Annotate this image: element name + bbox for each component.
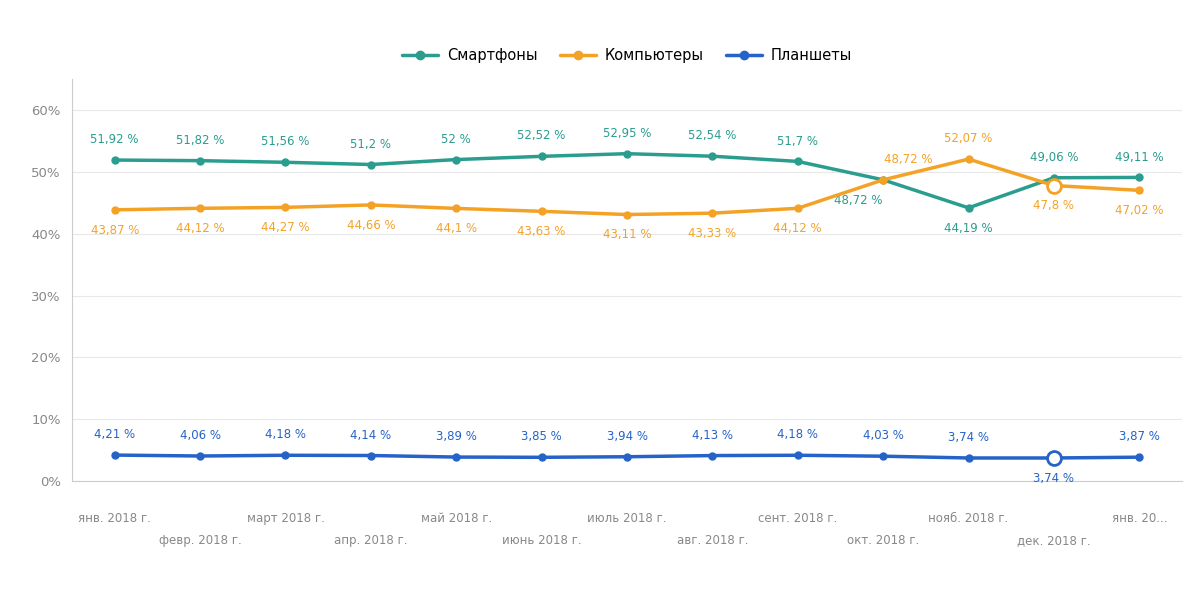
Text: 43,11 %: 43,11 % xyxy=(602,228,652,241)
Компьютеры xyxy=(278,203,293,211)
Text: 3,87 %: 3,87 % xyxy=(1118,431,1159,443)
Смартфоны xyxy=(278,158,293,166)
Планшеты xyxy=(449,454,463,461)
Планшеты xyxy=(961,454,976,462)
Смартфоны xyxy=(961,204,976,211)
Text: дек. 2018 г.: дек. 2018 г. xyxy=(1018,534,1091,547)
Text: янв. 2018 г.: янв. 2018 г. xyxy=(78,512,151,525)
Text: 51,2 %: 51,2 % xyxy=(350,138,391,150)
Text: 51,7 %: 51,7 % xyxy=(778,135,818,147)
Планшеты xyxy=(1046,454,1061,462)
Text: 43,33 %: 43,33 % xyxy=(689,227,737,240)
Text: 3,74 %: 3,74 % xyxy=(1033,472,1074,485)
Компьютеры xyxy=(876,176,890,183)
Text: авг. 2018 г.: авг. 2018 г. xyxy=(677,534,748,547)
Text: 44,27 %: 44,27 % xyxy=(262,221,310,234)
Text: 49,06 %: 49,06 % xyxy=(1030,151,1078,164)
Компьютеры xyxy=(791,205,805,212)
Text: 52,07 %: 52,07 % xyxy=(944,132,992,145)
Text: янв. 20...: янв. 20... xyxy=(1111,512,1168,525)
Text: 4,06 %: 4,06 % xyxy=(180,429,221,442)
Text: июль 2018 г.: июль 2018 г. xyxy=(587,512,667,525)
Компьютеры xyxy=(1132,187,1146,194)
Компьютеры xyxy=(364,202,378,209)
Text: 44,66 %: 44,66 % xyxy=(347,219,395,232)
Text: 52,52 %: 52,52 % xyxy=(517,130,566,143)
Text: 51,82 %: 51,82 % xyxy=(176,134,224,147)
Text: 48,72 %: 48,72 % xyxy=(884,153,932,166)
Text: 44,12 %: 44,12 % xyxy=(175,222,224,235)
Планшеты xyxy=(1132,454,1146,461)
Text: 44,19 %: 44,19 % xyxy=(944,222,992,234)
Text: 3,89 %: 3,89 % xyxy=(436,430,476,443)
Планшеты xyxy=(278,452,293,459)
Text: 3,94 %: 3,94 % xyxy=(606,430,648,443)
Компьютеры xyxy=(706,209,720,217)
Компьютеры xyxy=(449,205,463,212)
Line: Компьютеры: Компьютеры xyxy=(112,156,1142,218)
Text: нояб. 2018 г.: нояб. 2018 г. xyxy=(929,512,1009,525)
Планшеты xyxy=(706,452,720,459)
Смартфоны xyxy=(534,153,548,160)
Text: 4,13 %: 4,13 % xyxy=(692,429,733,442)
Text: сент. 2018 г.: сент. 2018 г. xyxy=(758,512,838,525)
Line: Планшеты: Планшеты xyxy=(112,452,1142,462)
Компьютеры xyxy=(961,155,976,163)
Планшеты xyxy=(364,452,378,459)
Планшеты xyxy=(876,452,890,460)
Text: 43,87 %: 43,87 % xyxy=(90,224,139,237)
Text: июнь 2018 г.: июнь 2018 г. xyxy=(502,534,582,547)
Text: 44,1 %: 44,1 % xyxy=(436,222,476,235)
Компьютеры xyxy=(534,208,548,215)
Смартфоны xyxy=(1132,174,1146,181)
Планшеты xyxy=(620,453,635,460)
Компьютеры xyxy=(620,211,635,218)
Смартфоны xyxy=(364,161,378,168)
Компьютеры xyxy=(1046,182,1061,189)
Смартфоны xyxy=(791,158,805,165)
Text: апр. 2018 г.: апр. 2018 г. xyxy=(334,534,408,547)
Планшеты xyxy=(791,452,805,459)
Text: 52,54 %: 52,54 % xyxy=(688,129,737,143)
Text: 3,74 %: 3,74 % xyxy=(948,431,989,444)
Text: 48,72 %: 48,72 % xyxy=(834,194,882,206)
Text: 4,18 %: 4,18 % xyxy=(265,428,306,442)
Планшеты xyxy=(534,454,548,461)
Text: 4,18 %: 4,18 % xyxy=(778,428,818,442)
Смартфоны xyxy=(706,153,720,160)
Text: 4,21 %: 4,21 % xyxy=(94,428,136,441)
Смартфоны xyxy=(108,157,122,164)
Планшеты xyxy=(193,452,208,460)
Text: 4,14 %: 4,14 % xyxy=(350,429,391,442)
Компьютеры xyxy=(108,206,122,214)
Text: 44,12 %: 44,12 % xyxy=(774,222,822,235)
Text: февр. 2018 г.: февр. 2018 г. xyxy=(158,534,241,547)
Text: 43,63 %: 43,63 % xyxy=(517,225,566,238)
Text: март 2018 г.: март 2018 г. xyxy=(246,512,324,525)
Line: Смартфоны: Смартфоны xyxy=(112,150,1142,211)
Планшеты xyxy=(108,451,122,459)
Text: 47,02 %: 47,02 % xyxy=(1115,204,1164,217)
Смартфоны xyxy=(876,176,890,183)
Text: 51,56 %: 51,56 % xyxy=(262,135,310,149)
Text: окт. 2018 г.: окт. 2018 г. xyxy=(847,534,919,547)
Смартфоны xyxy=(1046,174,1061,181)
Смартфоны xyxy=(449,156,463,163)
Legend: Смартфоны, Компьютеры, Планшеты: Смартфоны, Компьютеры, Планшеты xyxy=(396,42,858,69)
Смартфоны xyxy=(193,157,208,164)
Text: 49,11 %: 49,11 % xyxy=(1115,150,1164,164)
Компьютеры xyxy=(193,205,208,212)
Text: 4,03 %: 4,03 % xyxy=(863,429,904,442)
Text: 47,8 %: 47,8 % xyxy=(1033,199,1074,213)
Text: 3,85 %: 3,85 % xyxy=(521,431,562,443)
Text: май 2018 г.: май 2018 г. xyxy=(421,512,492,525)
Text: 52,95 %: 52,95 % xyxy=(602,127,652,140)
Text: 51,92 %: 51,92 % xyxy=(90,133,139,146)
Смартфоны xyxy=(620,150,635,157)
Text: 52 %: 52 % xyxy=(442,133,472,146)
